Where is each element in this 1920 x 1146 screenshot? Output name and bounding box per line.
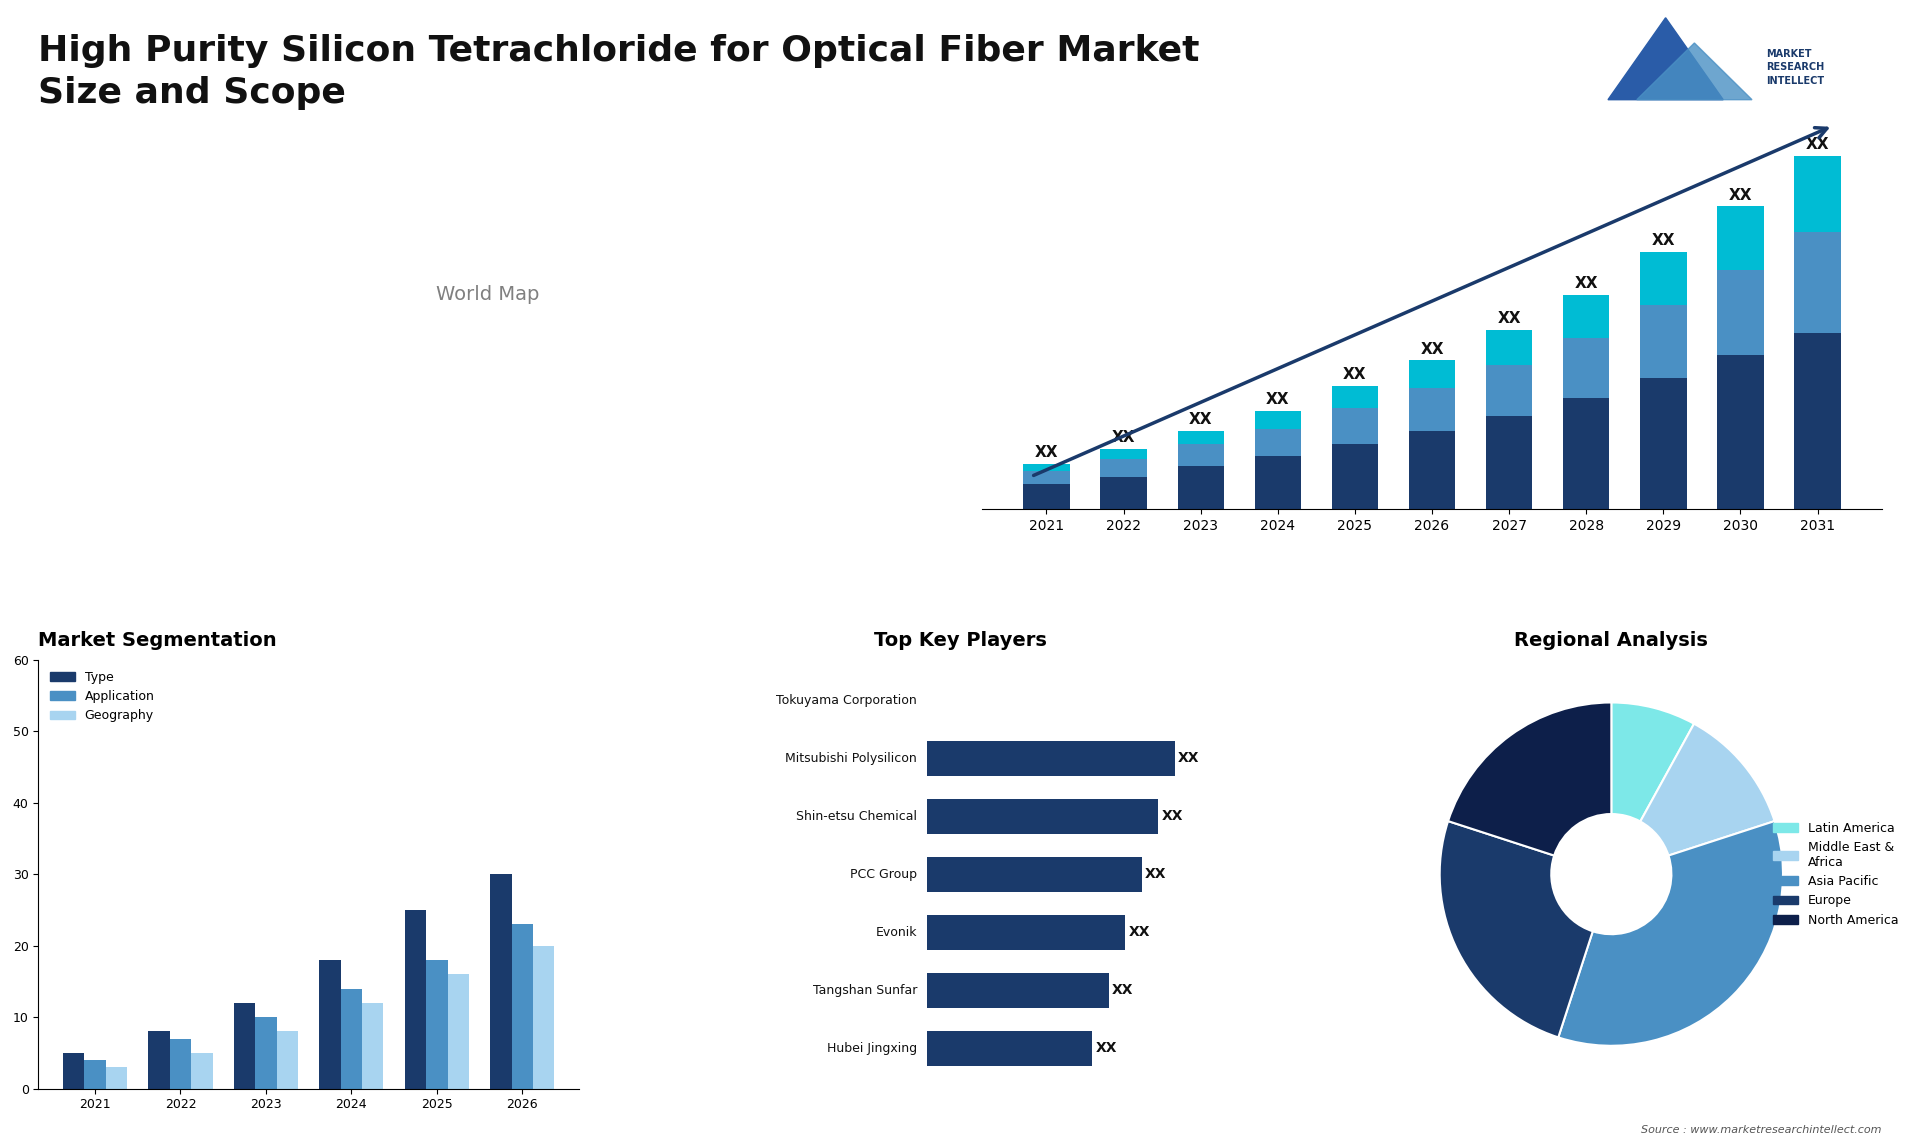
Legend: Type, Application, Geography: Type, Application, Geography <box>44 666 159 728</box>
Bar <box>1332 444 1379 509</box>
Text: Source : www.marketresearchintellect.com: Source : www.marketresearchintellect.com <box>1642 1124 1882 1135</box>
Text: XX: XX <box>1574 276 1597 291</box>
Bar <box>1409 431 1455 509</box>
Bar <box>1563 338 1609 399</box>
Text: XX: XX <box>1035 445 1058 461</box>
Text: Market Segmentation: Market Segmentation <box>38 630 276 650</box>
Text: XX: XX <box>1112 430 1135 445</box>
Polygon shape <box>1636 42 1751 100</box>
Text: XX: XX <box>1129 925 1150 939</box>
Wedge shape <box>1440 821 1594 1037</box>
Bar <box>1486 416 1532 509</box>
Text: Tangshan Sunfar: Tangshan Sunfar <box>812 983 918 997</box>
Bar <box>927 857 1142 892</box>
Text: XX: XX <box>1344 367 1367 382</box>
Bar <box>363 1003 384 1089</box>
Bar <box>255 1018 276 1089</box>
Bar <box>1795 156 1841 231</box>
Bar <box>927 740 1175 776</box>
Bar <box>169 1038 192 1089</box>
Bar <box>927 973 1108 1007</box>
Bar <box>1409 361 1455 388</box>
Text: XX: XX <box>1651 233 1674 248</box>
Bar <box>1640 378 1686 509</box>
Text: XX: XX <box>1807 138 1830 152</box>
Bar <box>534 945 555 1089</box>
Bar <box>1332 408 1379 444</box>
Title: Top Key Players: Top Key Players <box>874 630 1046 650</box>
Wedge shape <box>1611 702 1693 822</box>
Bar <box>447 974 468 1089</box>
Text: XX: XX <box>1162 809 1183 823</box>
Text: Shin-etsu Chemical: Shin-etsu Chemical <box>797 809 918 823</box>
Bar <box>1023 464 1069 471</box>
Bar <box>1486 330 1532 366</box>
Bar <box>511 924 534 1089</box>
Bar <box>1100 477 1146 509</box>
Text: XX: XX <box>1144 868 1167 881</box>
Bar <box>1563 399 1609 509</box>
Text: XX: XX <box>1421 342 1444 356</box>
Bar <box>319 960 340 1089</box>
Wedge shape <box>1559 821 1784 1046</box>
Bar <box>405 910 426 1089</box>
Bar <box>84 1060 106 1089</box>
Text: XX: XX <box>1179 751 1200 766</box>
Text: XX: XX <box>1112 983 1133 997</box>
Bar <box>192 1053 213 1089</box>
Bar <box>1332 386 1379 408</box>
Bar <box>106 1067 127 1089</box>
Wedge shape <box>1448 702 1611 856</box>
Text: XX: XX <box>1498 312 1521 327</box>
Bar <box>1254 456 1302 509</box>
Bar <box>1023 471 1069 484</box>
Bar <box>1254 411 1302 429</box>
Bar <box>927 915 1125 950</box>
Bar <box>1100 458 1146 477</box>
Bar <box>1177 431 1223 444</box>
Text: XX: XX <box>1188 413 1212 427</box>
Text: MARKET
RESEARCH
INTELLECT: MARKET RESEARCH INTELLECT <box>1766 49 1824 86</box>
Bar <box>1795 332 1841 509</box>
Text: Evonik: Evonik <box>876 926 918 939</box>
Bar <box>927 799 1158 833</box>
Bar <box>1640 252 1686 305</box>
Bar <box>1716 269 1764 355</box>
Bar <box>63 1053 84 1089</box>
Text: XX: XX <box>1265 392 1290 407</box>
Bar <box>1254 429 1302 456</box>
Bar <box>1716 355 1764 509</box>
Bar <box>276 1031 298 1089</box>
Bar <box>234 1003 255 1089</box>
Text: Tokuyama Corporation: Tokuyama Corporation <box>776 693 918 707</box>
Bar <box>340 989 363 1089</box>
Bar <box>1640 305 1686 378</box>
Legend: Latin America, Middle East &
Africa, Asia Pacific, Europe, North America: Latin America, Middle East & Africa, Asi… <box>1768 817 1903 932</box>
Bar <box>927 1030 1092 1066</box>
Text: Mitsubishi Polysilicon: Mitsubishi Polysilicon <box>785 752 918 764</box>
Bar <box>490 874 511 1089</box>
Text: High Purity Silicon Tetrachloride for Optical Fiber Market
Size and Scope: High Purity Silicon Tetrachloride for Op… <box>38 34 1200 110</box>
Bar <box>426 960 447 1089</box>
Bar <box>1177 466 1223 509</box>
Bar <box>1795 231 1841 332</box>
Text: XX: XX <box>1728 188 1753 203</box>
Text: Hubei Jingxing: Hubei Jingxing <box>828 1042 918 1054</box>
Bar <box>1023 484 1069 509</box>
Bar <box>1716 206 1764 269</box>
Text: PCC Group: PCC Group <box>851 868 918 880</box>
Wedge shape <box>1640 724 1774 856</box>
Bar <box>1100 449 1146 458</box>
Bar <box>1177 444 1223 466</box>
Bar <box>1409 388 1455 431</box>
Bar <box>1486 366 1532 416</box>
Bar <box>1563 295 1609 338</box>
Text: XX: XX <box>1096 1041 1117 1055</box>
Polygon shape <box>1609 17 1722 100</box>
Text: World Map: World Map <box>436 285 540 305</box>
Bar <box>148 1031 169 1089</box>
Title: Regional Analysis: Regional Analysis <box>1515 630 1709 650</box>
